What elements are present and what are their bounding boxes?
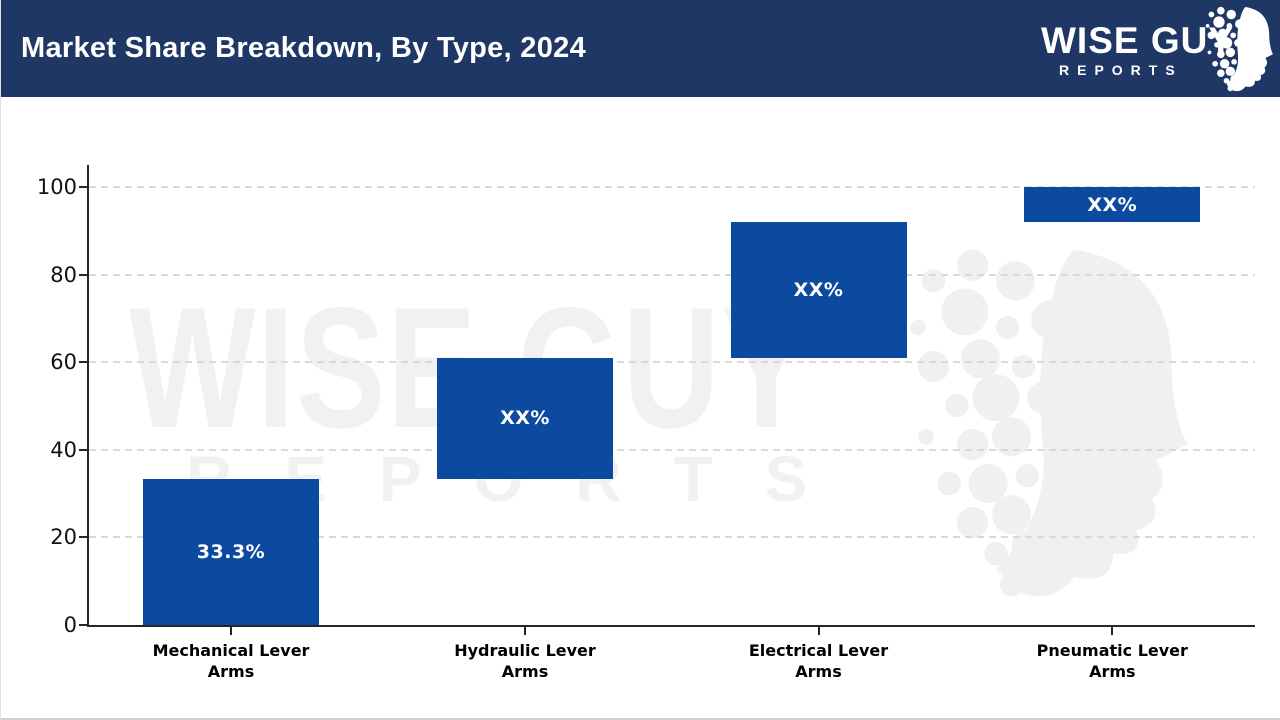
bar: 33.3%	[143, 479, 319, 625]
y-tick-label: 60	[50, 350, 77, 375]
x-tick-label-line1: Hydraulic Lever	[454, 641, 596, 660]
bottom-border-line	[1, 718, 1280, 720]
x-tick-label-line1: Pneumatic Lever	[1036, 641, 1188, 660]
y-tick-mark	[79, 361, 87, 364]
y-axis-spine	[87, 165, 89, 627]
gridline	[89, 186, 1255, 188]
y-tick-label: 20	[50, 525, 77, 550]
bar-value-label: XX%	[1087, 193, 1138, 216]
x-tick-label-line2: Arms	[1089, 662, 1136, 681]
logo-head-icon	[1205, 6, 1273, 92]
gridline	[89, 536, 1255, 539]
bar: XX%	[730, 222, 907, 358]
x-tick-label: Pneumatic Lever Arms	[992, 640, 1232, 682]
bar: XX%	[1024, 187, 1201, 223]
gridline	[89, 273, 1255, 276]
gridline	[89, 448, 1255, 451]
y-tick-label: 100	[36, 175, 77, 199]
y-tick-label: 40	[50, 437, 77, 462]
y-tick-label: 80	[50, 262, 77, 287]
x-tick-label-line2: Arms	[501, 662, 549, 681]
gridline	[89, 361, 1255, 364]
x-tick-label: Hydraulic Lever Arms	[405, 640, 645, 682]
x-axis-spine	[87, 625, 1255, 627]
y-tick-mark	[79, 448, 87, 451]
y-tick-mark	[79, 624, 87, 626]
bar-value-label: XX%	[500, 407, 550, 430]
x-tick-label-line1: Electrical Lever	[748, 641, 889, 660]
logo-subtext: REPORTS	[1059, 62, 1183, 78]
watermark-head-graphic	[910, 249, 1188, 597]
y-tick-mark	[79, 186, 87, 188]
x-tick-mark	[817, 627, 820, 635]
bar: XX%	[437, 357, 613, 480]
x-tick-label-line2: Arms	[795, 662, 842, 681]
x-tick-label: Mechanical Lever Arms	[111, 640, 351, 682]
x-tick-mark	[230, 627, 232, 635]
x-tick-mark	[1111, 627, 1114, 635]
x-tick-label-line2: Arms	[207, 662, 255, 681]
y-tick-label: 0	[63, 613, 77, 637]
header-bar: Market Share Breakdown, By Type, 2024 WI…	[1, 0, 1280, 97]
bar-value-label: XX%	[793, 278, 844, 301]
logo-wordmark: WISE GUY	[1041, 20, 1235, 61]
y-tick-mark	[79, 273, 87, 276]
x-tick-label: Electrical Lever Arms	[699, 640, 939, 682]
x-tick-mark	[524, 627, 526, 635]
bar-value-label: 33.3%	[196, 541, 266, 564]
page-title: Market Share Breakdown, By Type, 2024	[21, 32, 587, 64]
x-tick-label-line1: Mechanical Lever	[152, 641, 310, 660]
y-tick-mark	[79, 536, 87, 539]
